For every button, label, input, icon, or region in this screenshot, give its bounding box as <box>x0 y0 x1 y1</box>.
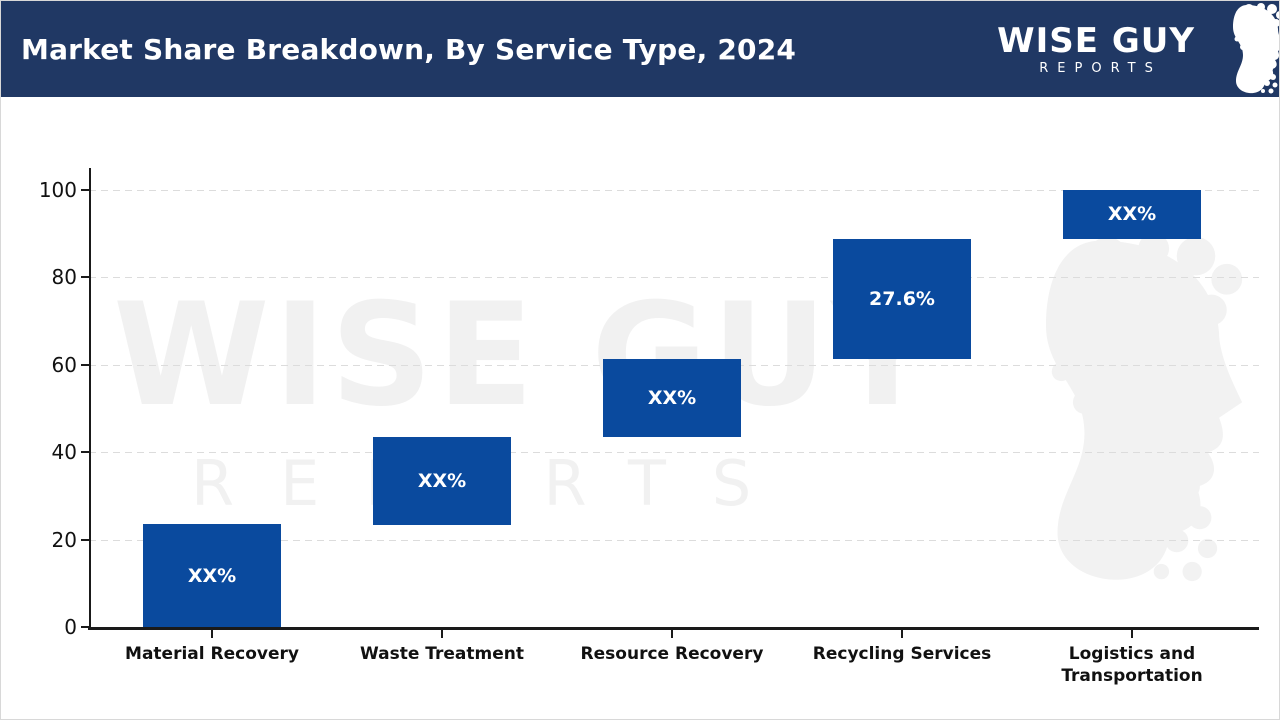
y-gridline <box>89 452 1259 453</box>
watermark-head-profile-icon <box>1046 233 1243 582</box>
y-axis-tick-mark <box>81 538 89 541</box>
bar-value-label: XX% <box>187 564 237 587</box>
bar-value-label: 27.6% <box>869 287 935 310</box>
x-axis-tick-mark <box>1131 630 1133 638</box>
header-banner: Market Share Breakdown, By Service Type,… <box>1 1 1279 97</box>
bar <box>143 524 281 627</box>
y-axis-tick-label: 100 <box>38 177 77 202</box>
y-axis-tick-mark <box>81 626 89 628</box>
x-axis-tick-mark <box>901 630 903 638</box>
y-gridline <box>89 277 1259 278</box>
x-axis-category-label: Waste Treatment <box>359 644 525 664</box>
watermark-text-line1: WISE GUY <box>113 273 938 438</box>
x-axis-tick-mark <box>671 630 673 638</box>
y-axis-tick-label: 80 <box>51 265 77 289</box>
watermark-head-icon <box>846 225 1246 599</box>
y-axis-tick-label: 60 <box>51 352 77 377</box>
y-axis-tick-label: 40 <box>51 440 77 464</box>
logo-head-icon <box>1181 3 1279 95</box>
brand-name: WISE GUY <box>997 20 1195 61</box>
x-axis-tick-mark <box>211 630 213 638</box>
y-axis-tick-mark <box>81 363 89 366</box>
x-axis-tick-mark <box>441 630 443 638</box>
y-axis-tick-mark <box>81 276 89 278</box>
bar-value-label: XX% <box>417 469 467 492</box>
page-title: Market Share Breakdown, By Service Type,… <box>21 32 797 66</box>
brand-logo: WISE GUY REPORTS <box>997 1 1279 97</box>
bar <box>833 238 971 360</box>
y-axis-tick-mark <box>81 451 89 453</box>
x-axis-category-label: Resource Recovery <box>580 644 764 664</box>
x-axis-line <box>88 627 1259 630</box>
x-axis-category-label: Material Recovery <box>125 644 299 664</box>
x-axis-category-label: Logistics and Transportation <box>1061 644 1203 687</box>
bar <box>1063 189 1201 239</box>
y-gridline <box>89 539 1259 541</box>
x-axis-category-label: Recycling Services <box>812 644 992 664</box>
brand-subname: REPORTS <box>1039 60 1162 76</box>
bar-value-label: XX% <box>1107 203 1157 225</box>
bar <box>373 437 511 525</box>
y-axis-tick-label: 0 <box>64 615 77 639</box>
brand-logo-text: WISE GUY REPORTS <box>997 24 1195 75</box>
y-axis-tick-label: 20 <box>51 527 77 552</box>
head-profile-icon <box>1233 3 1279 94</box>
bar-value-label: XX% <box>647 387 697 410</box>
y-axis-line <box>89 167 91 630</box>
y-gridline <box>89 189 1259 191</box>
y-axis-tick-mark <box>81 188 89 191</box>
bar <box>603 359 741 438</box>
